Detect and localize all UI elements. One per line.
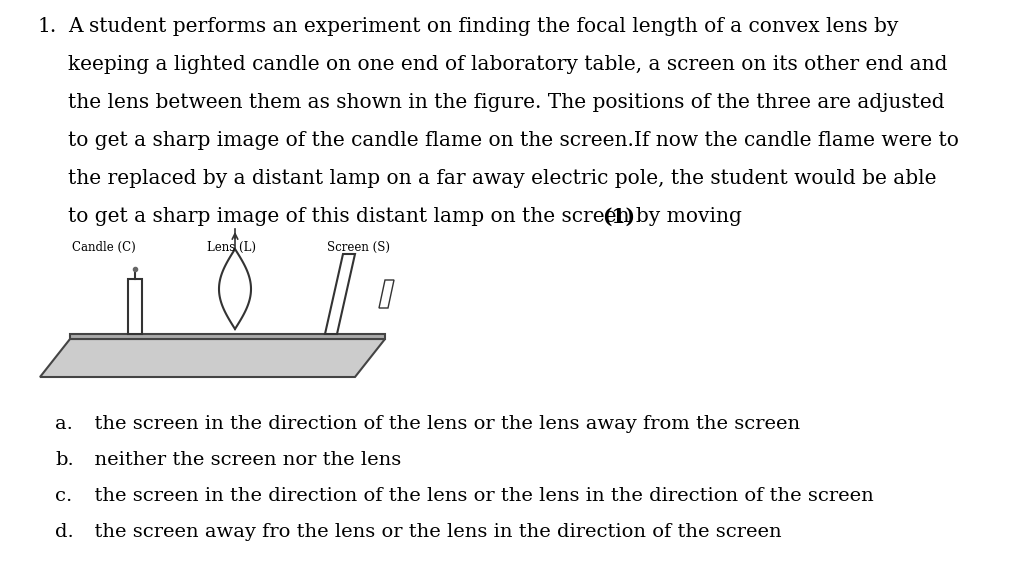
Text: the screen away fro the lens or the lens in the direction of the screen: the screen away fro the lens or the lens… [82,523,781,541]
Text: keeping a lighted candle on one end of laboratory table, a screen on its other e: keeping a lighted candle on one end of l… [68,55,947,74]
Text: 1.: 1. [38,17,57,36]
Text: Screen (S): Screen (S) [327,241,390,254]
Polygon shape [379,280,394,308]
Polygon shape [219,249,251,329]
Polygon shape [325,254,355,334]
Text: Candle (C): Candle (C) [72,241,136,254]
Text: to get a sharp image of the candle flame on the screen.If now the candle flame w: to get a sharp image of the candle flame… [68,131,958,150]
Bar [128,279,142,334]
Text: to get a sharp image of this distant lamp on the screen by moving: to get a sharp image of this distant lam… [68,207,749,226]
Text: the screen in the direction of the lens or the lens away from the screen: the screen in the direction of the lens … [82,415,800,433]
Text: the lens between them as shown in the figure. The positions of the three are adj: the lens between them as shown in the fi… [68,93,944,112]
Text: b.: b. [55,451,74,469]
Text: neither the screen nor the lens: neither the screen nor the lens [82,451,401,469]
Text: a.: a. [55,415,73,433]
Polygon shape [70,334,385,339]
Text: c.: c. [55,487,73,505]
Text: d.: d. [55,523,74,541]
Text: the screen in the direction of the lens or the lens in the direction of the scre: the screen in the direction of the lens … [82,487,873,505]
Polygon shape [40,339,385,377]
Text: the replaced by a distant lamp on a far away electric pole, the student would be: the replaced by a distant lamp on a far … [68,169,937,188]
Text: A student performs an experiment on finding the focal length of a convex lens by: A student performs an experiment on find… [68,17,898,36]
Text: (1): (1) [602,207,636,227]
Text: Lens (L): Lens (L) [207,241,256,254]
